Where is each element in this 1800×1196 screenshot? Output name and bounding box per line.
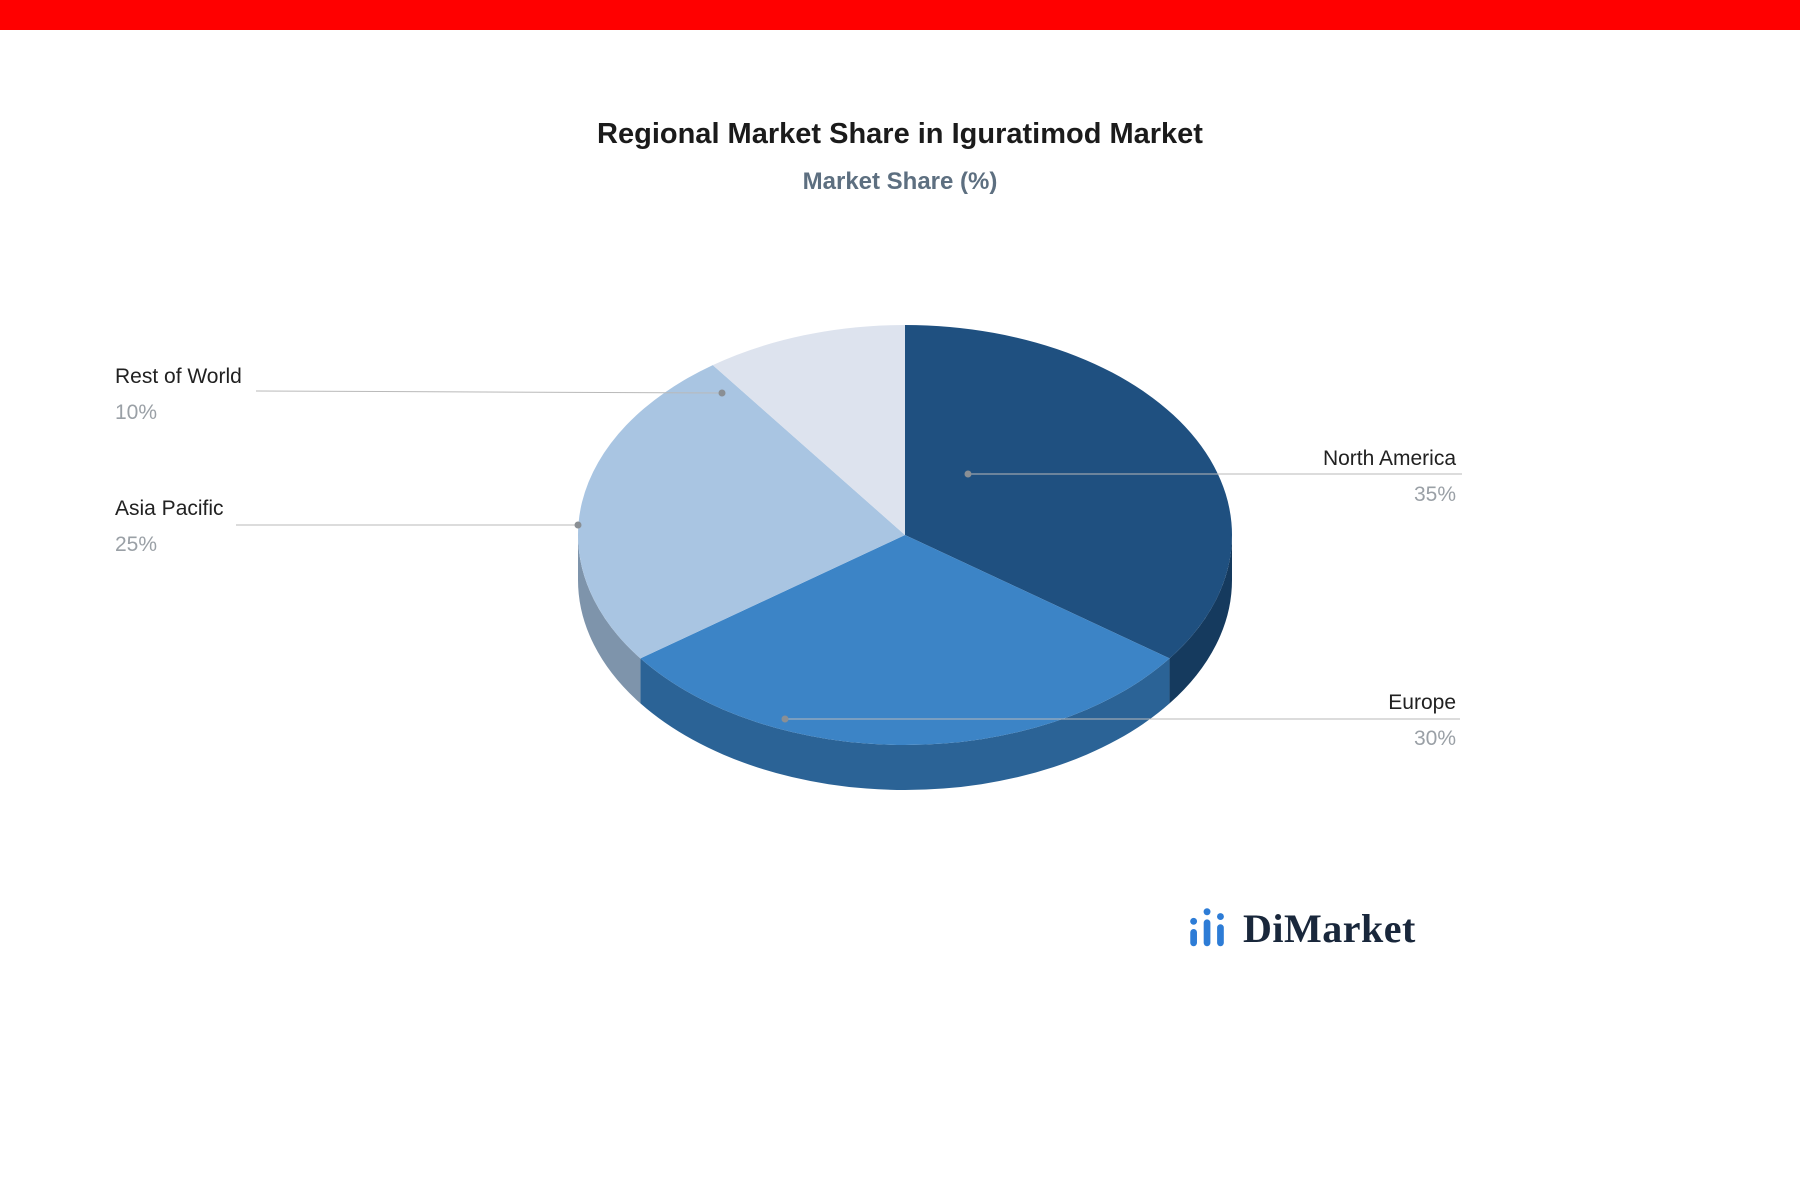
- top-accent-bar: [0, 0, 1800, 30]
- slice-label-europe: Europe: [1388, 691, 1456, 714]
- slice-label-rest-of-world: Rest of World: [115, 365, 242, 388]
- leader-dot-rest-of-world: [718, 389, 726, 397]
- pie-slice-asia-pacific: [578, 365, 905, 659]
- leader-dot-north-america: [964, 470, 972, 478]
- leader-line-rest-of-world: [255, 390, 723, 394]
- slice-value-rest-of-world: 10%: [115, 401, 158, 424]
- pie-slice-rest-of-world: [712, 325, 905, 535]
- slice-value-europe: 30%: [1413, 727, 1456, 750]
- pie-slice-side-europe: [640, 658, 1170, 790]
- slice-value-asia-pacific: 25%: [115, 533, 158, 556]
- bar-chart-icon: [1190, 907, 1224, 946]
- slice-value-north-america: 35%: [1413, 483, 1456, 506]
- slice-label-asia-pacific: Asia Pacific: [115, 497, 224, 520]
- brand-name: DiMarket: [1243, 906, 1416, 951]
- leader-dot-europe: [781, 715, 789, 723]
- leader-dot-asia-pacific: [574, 521, 582, 529]
- pie-slice-europe: [640, 535, 1170, 745]
- pie-slice-north-america: [905, 325, 1232, 659]
- chart-subtitle: Market Share (%): [802, 168, 998, 195]
- brand-logo: DiMarket: [1185, 905, 1416, 952]
- chart-title: Regional Market Share in Iguratimod Mark…: [597, 118, 1203, 150]
- pie-slice-side-north-america: [1169, 535, 1232, 704]
- slice-label-north-america: North America: [1322, 447, 1456, 470]
- pie-slice-side-asia-pacific: [578, 535, 641, 704]
